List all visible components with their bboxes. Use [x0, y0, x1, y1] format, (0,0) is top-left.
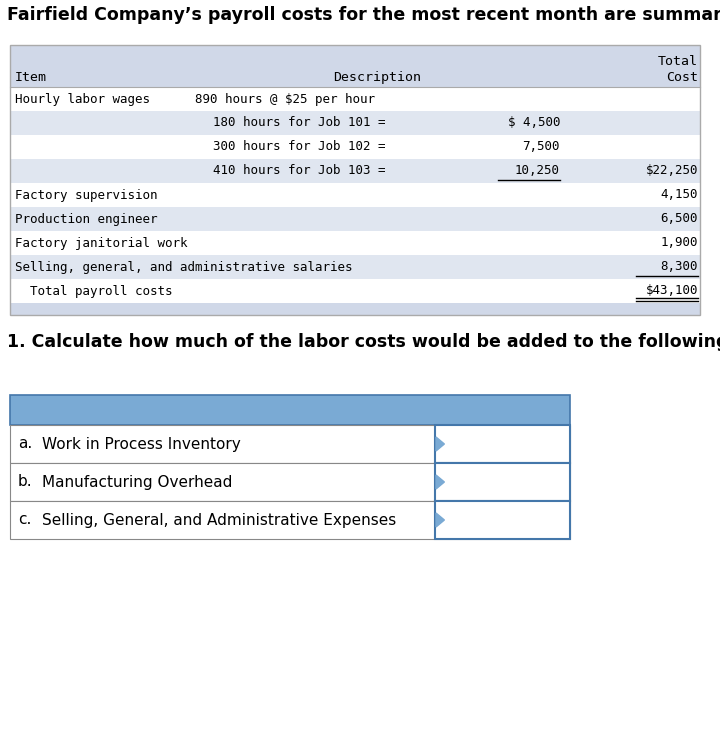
- Bar: [10, 87, 700, 111]
- Bar: [10, 463, 570, 501]
- Bar: [10, 231, 700, 255]
- Text: Production engineer: Production engineer: [15, 212, 158, 225]
- Bar: [10, 135, 700, 159]
- Bar: [10, 303, 700, 315]
- Bar: [10, 45, 700, 87]
- Text: 6,500: 6,500: [660, 212, 698, 225]
- Text: 180 hours for Job 101 =: 180 hours for Job 101 =: [213, 117, 385, 129]
- Text: 300 hours for Job 102 =: 300 hours for Job 102 =: [213, 140, 385, 154]
- Text: $ 4,500: $ 4,500: [508, 117, 560, 129]
- Text: $22,250: $22,250: [646, 164, 698, 178]
- Text: Item: Item: [15, 71, 47, 84]
- Bar: [10, 45, 700, 315]
- Polygon shape: [436, 513, 444, 527]
- Bar: [10, 111, 700, 135]
- Bar: [10, 183, 700, 207]
- Text: b.: b.: [18, 475, 32, 490]
- Bar: [10, 159, 700, 183]
- Text: a.: a.: [18, 436, 32, 452]
- Text: Selling, general, and administrative salaries: Selling, general, and administrative sal…: [15, 261, 353, 273]
- Text: 890 hours @ $25 per hour: 890 hours @ $25 per hour: [195, 92, 375, 106]
- Text: 410 hours for Job 103 =: 410 hours for Job 103 =: [213, 164, 385, 178]
- Text: 4,150: 4,150: [660, 189, 698, 201]
- Text: Manufacturing Overhead: Manufacturing Overhead: [42, 475, 233, 490]
- Text: c.: c.: [18, 513, 32, 528]
- Text: Cost: Cost: [666, 71, 698, 84]
- Text: 1. Calculate how much of the labor costs would be added to the following account: 1. Calculate how much of the labor costs…: [7, 333, 720, 351]
- Bar: [10, 501, 570, 539]
- Text: Total: Total: [658, 55, 698, 68]
- Text: Factory janitorial work: Factory janitorial work: [15, 236, 187, 250]
- Text: $43,100: $43,100: [646, 285, 698, 297]
- Text: Factory supervision: Factory supervision: [15, 189, 158, 201]
- Bar: [10, 279, 700, 303]
- Text: Hourly labor wages: Hourly labor wages: [15, 92, 150, 106]
- Bar: [10, 395, 570, 425]
- Text: 8,300: 8,300: [660, 261, 698, 273]
- Bar: [435, 463, 570, 501]
- Bar: [435, 425, 570, 463]
- Text: 7,500: 7,500: [523, 140, 560, 154]
- Bar: [10, 255, 700, 279]
- Bar: [10, 207, 700, 231]
- Text: Description: Description: [333, 71, 421, 84]
- Text: Fairfield Company’s payroll costs for the most recent month are summarized here:: Fairfield Company’s payroll costs for th…: [7, 6, 720, 24]
- Bar: [10, 425, 570, 463]
- Text: Work in Process Inventory: Work in Process Inventory: [42, 436, 240, 452]
- Bar: [435, 501, 570, 539]
- Text: Total payroll costs: Total payroll costs: [15, 285, 173, 297]
- Polygon shape: [436, 475, 444, 489]
- Polygon shape: [436, 437, 444, 451]
- Text: 10,250: 10,250: [515, 164, 560, 178]
- Text: Selling, General, and Administrative Expenses: Selling, General, and Administrative Exp…: [42, 513, 396, 528]
- Text: 1,900: 1,900: [660, 236, 698, 250]
